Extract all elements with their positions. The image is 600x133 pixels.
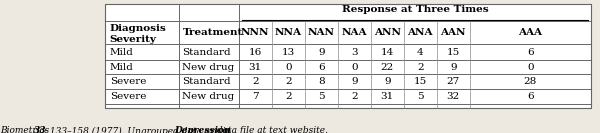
Text: 6: 6	[318, 63, 325, 72]
Text: 9: 9	[318, 48, 325, 57]
Text: 9: 9	[351, 77, 358, 86]
Text: 2: 2	[351, 92, 358, 101]
Text: 9: 9	[450, 63, 457, 72]
Text: 14: 14	[380, 48, 394, 57]
Text: 31: 31	[380, 92, 394, 101]
Text: NNN: NNN	[241, 28, 269, 37]
Text: 27: 27	[446, 77, 460, 86]
Text: 6: 6	[527, 48, 534, 57]
Text: 2: 2	[417, 63, 424, 72]
Text: Response at Three Times: Response at Three Times	[341, 5, 488, 14]
Text: 28: 28	[524, 77, 537, 86]
Text: Severity: Severity	[110, 35, 157, 44]
Text: data file at text website.: data file at text website.	[214, 126, 328, 133]
Text: 22: 22	[380, 63, 394, 72]
Text: New drug: New drug	[182, 63, 235, 72]
Text: 6: 6	[527, 92, 534, 101]
Text: 9: 9	[384, 77, 391, 86]
Text: NAA: NAA	[341, 28, 367, 37]
Text: Severe: Severe	[110, 92, 146, 101]
Text: Mild: Mild	[110, 63, 134, 72]
Text: Depression: Depression	[174, 126, 230, 133]
Text: 4: 4	[417, 48, 424, 57]
Text: 0: 0	[351, 63, 358, 72]
Text: NAN: NAN	[308, 28, 335, 37]
Text: Standard: Standard	[182, 77, 231, 86]
Text: ANA: ANA	[407, 28, 433, 37]
Text: Biometrics: Biometrics	[0, 126, 52, 133]
Text: 0: 0	[285, 63, 292, 72]
Text: 5: 5	[417, 92, 424, 101]
Bar	[105, 3, 591, 108]
Text: 33: 33	[34, 126, 46, 133]
Text: 16: 16	[248, 48, 262, 57]
Text: New drug: New drug	[182, 92, 235, 101]
Text: 31: 31	[248, 63, 262, 72]
Text: 15: 15	[413, 77, 427, 86]
Text: Diagnosis: Diagnosis	[110, 24, 167, 33]
Text: 5: 5	[318, 92, 325, 101]
Text: 7: 7	[252, 92, 259, 101]
Text: 2: 2	[285, 92, 292, 101]
Text: 3: 3	[351, 48, 358, 57]
Text: NNA: NNA	[275, 28, 302, 37]
Text: 32: 32	[446, 92, 460, 101]
Text: 0: 0	[527, 63, 534, 72]
Text: Severe: Severe	[110, 77, 146, 86]
Text: Mild: Mild	[110, 48, 134, 57]
Text: 13: 13	[281, 48, 295, 57]
Text: 8: 8	[318, 77, 325, 86]
Text: 2: 2	[252, 77, 259, 86]
Text: ANN: ANN	[374, 28, 401, 37]
Text: Standard: Standard	[182, 48, 231, 57]
Text: 2: 2	[285, 77, 292, 86]
Text: : 133–158 (1977). Ungrouped data are in: : 133–158 (1977). Ungrouped data are in	[44, 126, 235, 133]
Text: AAA: AAA	[518, 28, 542, 37]
Text: AAN: AAN	[440, 28, 466, 37]
Text: 15: 15	[446, 48, 460, 57]
Text: Treatment: Treatment	[182, 28, 242, 37]
